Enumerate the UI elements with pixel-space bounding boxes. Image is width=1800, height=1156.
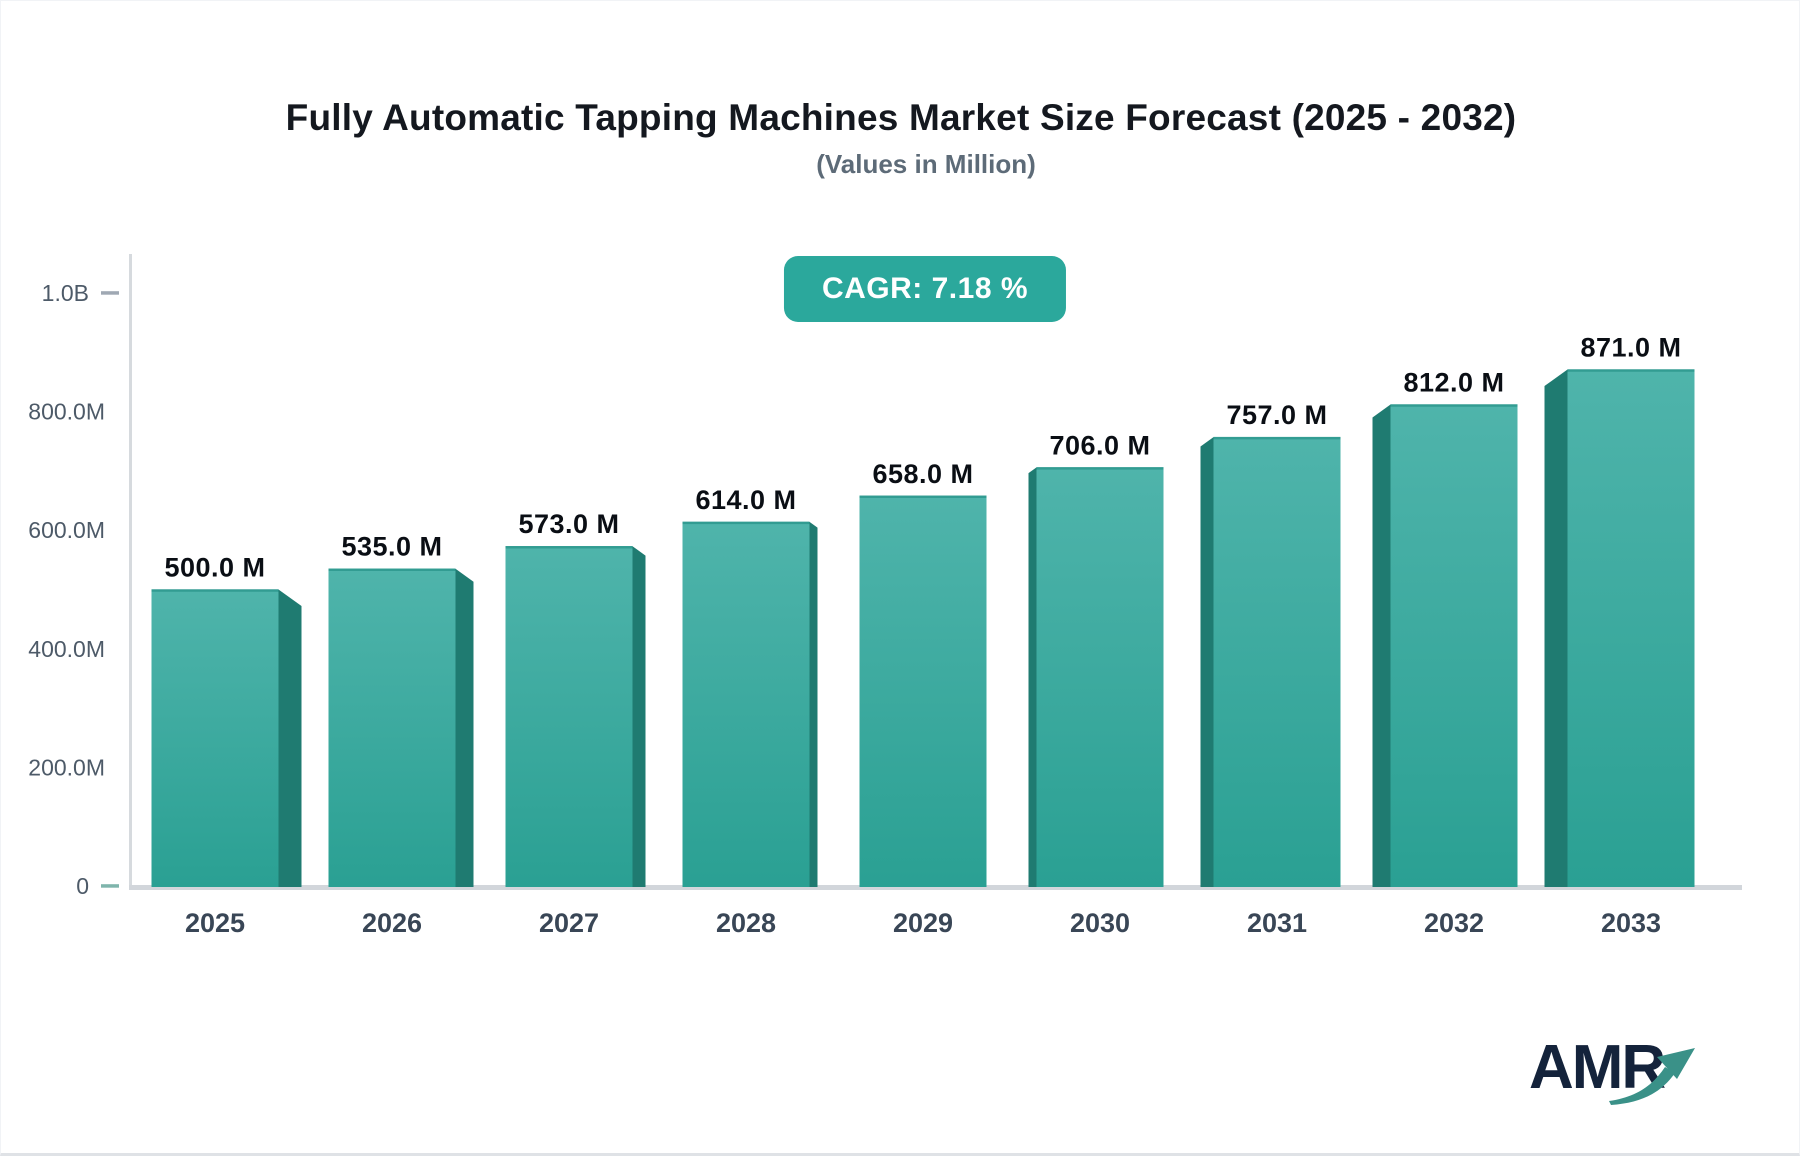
growth-arrow-icon: [1609, 1048, 1695, 1105]
x-axis-label: 2028: [716, 908, 776, 938]
y-tick-label: 600.0M: [28, 517, 105, 543]
x-axis-label: 2031: [1247, 908, 1307, 938]
chart-subtitle: (Values in Million): [816, 149, 1036, 179]
y-tick-label: 0: [76, 873, 89, 899]
bar-value-label: 757.0 M: [1226, 400, 1327, 430]
y-tick-label: 200.0M: [28, 754, 105, 780]
y-tick-label: 400.0M: [28, 636, 105, 662]
x-axis-label: 2025: [185, 908, 245, 938]
bar-face: [859, 495, 987, 887]
bar-face: [328, 568, 456, 887]
bar-2029: [859, 495, 987, 887]
bar-value-label: 614.0 M: [695, 485, 796, 515]
bar-side-face: [1372, 404, 1391, 887]
bar-2032: [1372, 404, 1518, 887]
bar-side-face: [1200, 437, 1214, 887]
cagr-badge: CAGR: 7.18 %: [783, 256, 1067, 322]
bar-value-label: 871.0 M: [1580, 332, 1681, 362]
x-axis-label: 2029: [893, 908, 953, 938]
x-axis-label: 2030: [1070, 908, 1130, 938]
bar-face: [1213, 437, 1341, 887]
bar-side-face: [632, 546, 646, 887]
bar-side-face: [809, 521, 818, 887]
y-tick-label: 800.0M: [28, 399, 105, 425]
bar-side-face: [455, 568, 474, 887]
y-tick-dash: [101, 291, 119, 295]
bar-face: [1036, 467, 1164, 887]
bar-face: [1390, 404, 1518, 887]
bar-value-label: 658.0 M: [872, 459, 973, 489]
bar-face: [505, 546, 633, 887]
y-axis-line: [129, 254, 132, 890]
bar-face: [1567, 369, 1695, 887]
bar-side-face: [1028, 467, 1037, 887]
bar-side-face: [1544, 369, 1568, 887]
chart-title: Fully Automatic Tapping Machines Market …: [285, 97, 1517, 138]
bar-2028: [682, 521, 818, 887]
bar-2030: [1028, 467, 1164, 887]
bar-2031: [1200, 436, 1341, 887]
x-axis-label: 2026: [362, 908, 422, 938]
x-axis-label: 2033: [1601, 908, 1661, 938]
bar-side-face: [278, 589, 302, 887]
bar-value-label: 812.0 M: [1403, 367, 1504, 397]
y-tick-dash: [101, 884, 119, 888]
x-axis-label: 2027: [539, 908, 599, 938]
bar-face: [682, 521, 810, 887]
x-axis-label: 2032: [1424, 908, 1484, 938]
bar-2033: [1544, 369, 1695, 887]
bar-face: [151, 589, 279, 887]
bar-value-label: 573.0 M: [518, 509, 619, 539]
y-tick-label: 1.0B: [42, 280, 89, 306]
bar-value-label: 500.0 M: [164, 553, 265, 583]
bar-value-label: 535.0 M: [341, 532, 442, 562]
bar-2027: [505, 545, 646, 887]
bar-2026: [328, 568, 474, 887]
bar-value-label: 706.0 M: [1049, 430, 1150, 460]
bar-2025: [151, 589, 302, 887]
amr-logo: AMR: [1529, 1035, 1729, 1125]
x-axis-line: [129, 885, 1742, 890]
